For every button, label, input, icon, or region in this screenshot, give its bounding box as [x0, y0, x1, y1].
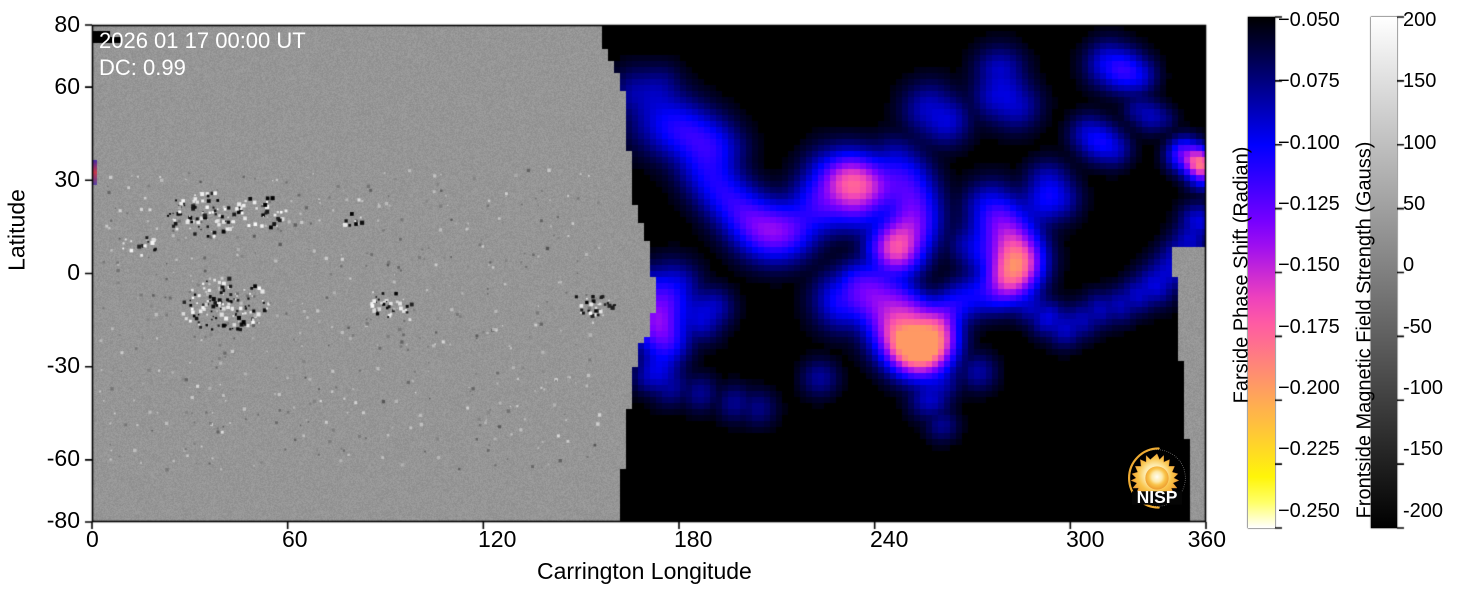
svg-text:NISP: NISP: [1137, 487, 1178, 507]
